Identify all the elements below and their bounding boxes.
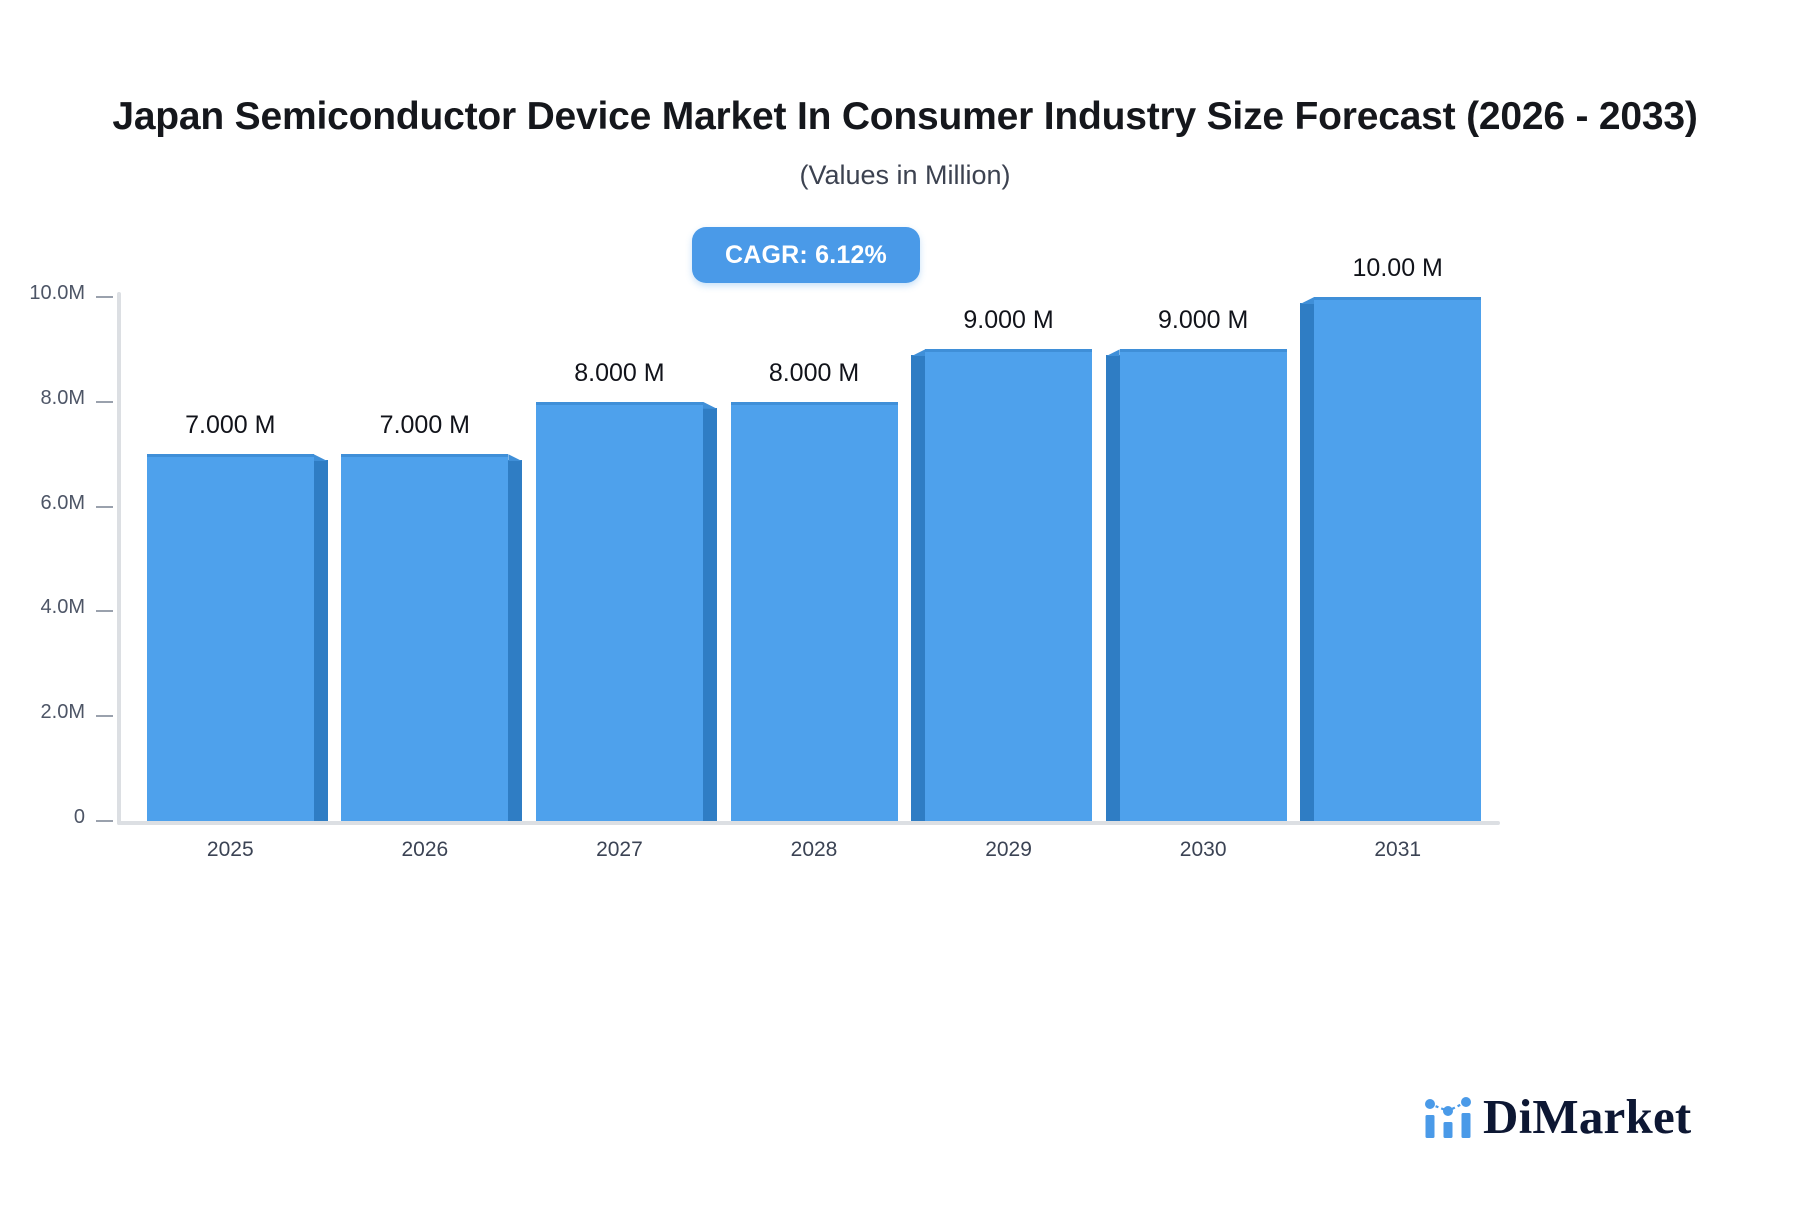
cagr-badge: CAGR: 6.12% (692, 227, 920, 283)
y-axis-tick-mark (96, 296, 113, 298)
x-axis-label: 2028 (790, 838, 838, 861)
x-axis-label: 2027 (596, 838, 643, 861)
y-axis-tick-mark (96, 820, 113, 822)
bar-top-bevel (702, 401, 717, 409)
bar-top-bevel (313, 454, 328, 462)
bar-value-label: 10.00 M (1352, 254, 1443, 282)
bar-top-bevel (508, 454, 523, 462)
bar-top-bevel (1300, 297, 1315, 304)
bar-side-face (313, 460, 328, 821)
brand-logo: DiMarket (1424, 1092, 1691, 1141)
bar-2030[interactable] (1119, 349, 1287, 821)
y-axis-tick-label: 8.0M (40, 386, 85, 409)
y-axis-tick-mark (96, 715, 113, 718)
bar-value-label: 9.000 M (963, 306, 1054, 335)
bar-2028[interactable] (730, 401, 898, 821)
bar-side-face (1105, 355, 1120, 821)
y-axis-tick-mark (96, 610, 113, 613)
x-axis-line (117, 821, 1500, 825)
y-axis-tick-label: 2.0M (40, 701, 85, 724)
bar-value-label: 7.000 M (185, 411, 276, 440)
bar-2031[interactable] (1314, 297, 1482, 821)
y-axis-line (117, 292, 121, 825)
x-axis-label: 2030 (1179, 838, 1227, 861)
bar-2027[interactable] (535, 401, 703, 821)
x-axis-label: 2025 (206, 838, 254, 861)
y-axis-tick-label: 10.0M (29, 282, 85, 304)
bar-side-face (508, 460, 523, 821)
bar-value-label: 9.000 M (1157, 306, 1249, 335)
y-axis-tick-mark (96, 505, 113, 508)
bar-value-label: 8.000 M (574, 358, 665, 387)
cagr-badge-label: CAGR: 6.12% (725, 240, 887, 269)
bar-top-bevel (1105, 349, 1120, 357)
bar-side-face (702, 407, 717, 821)
bar-value-label: 8.000 M (768, 358, 860, 387)
bar-2025[interactable] (146, 454, 314, 821)
bar-value-label: 7.000 M (379, 411, 471, 440)
x-axis-label: 2029 (985, 838, 1032, 861)
bar-2029[interactable] (925, 349, 1093, 821)
x-axis-label: 2026 (401, 838, 449, 861)
bar-2026[interactable] (341, 454, 509, 821)
x-axis-label: 2031 (1374, 838, 1422, 861)
y-axis-tick-label: 4.0M (40, 596, 85, 619)
y-axis-tick-mark (96, 400, 113, 403)
y-axis-tick-label: 6.0M (40, 491, 85, 514)
y-axis-tick-label: 0 (73, 806, 85, 828)
bar-side-face (1300, 303, 1315, 821)
logo-text: DiMarket (1483, 1089, 1692, 1144)
bar-side-face (911, 355, 926, 821)
bar-chart-icon (1424, 1095, 1472, 1139)
bar-top-bevel (911, 349, 926, 357)
